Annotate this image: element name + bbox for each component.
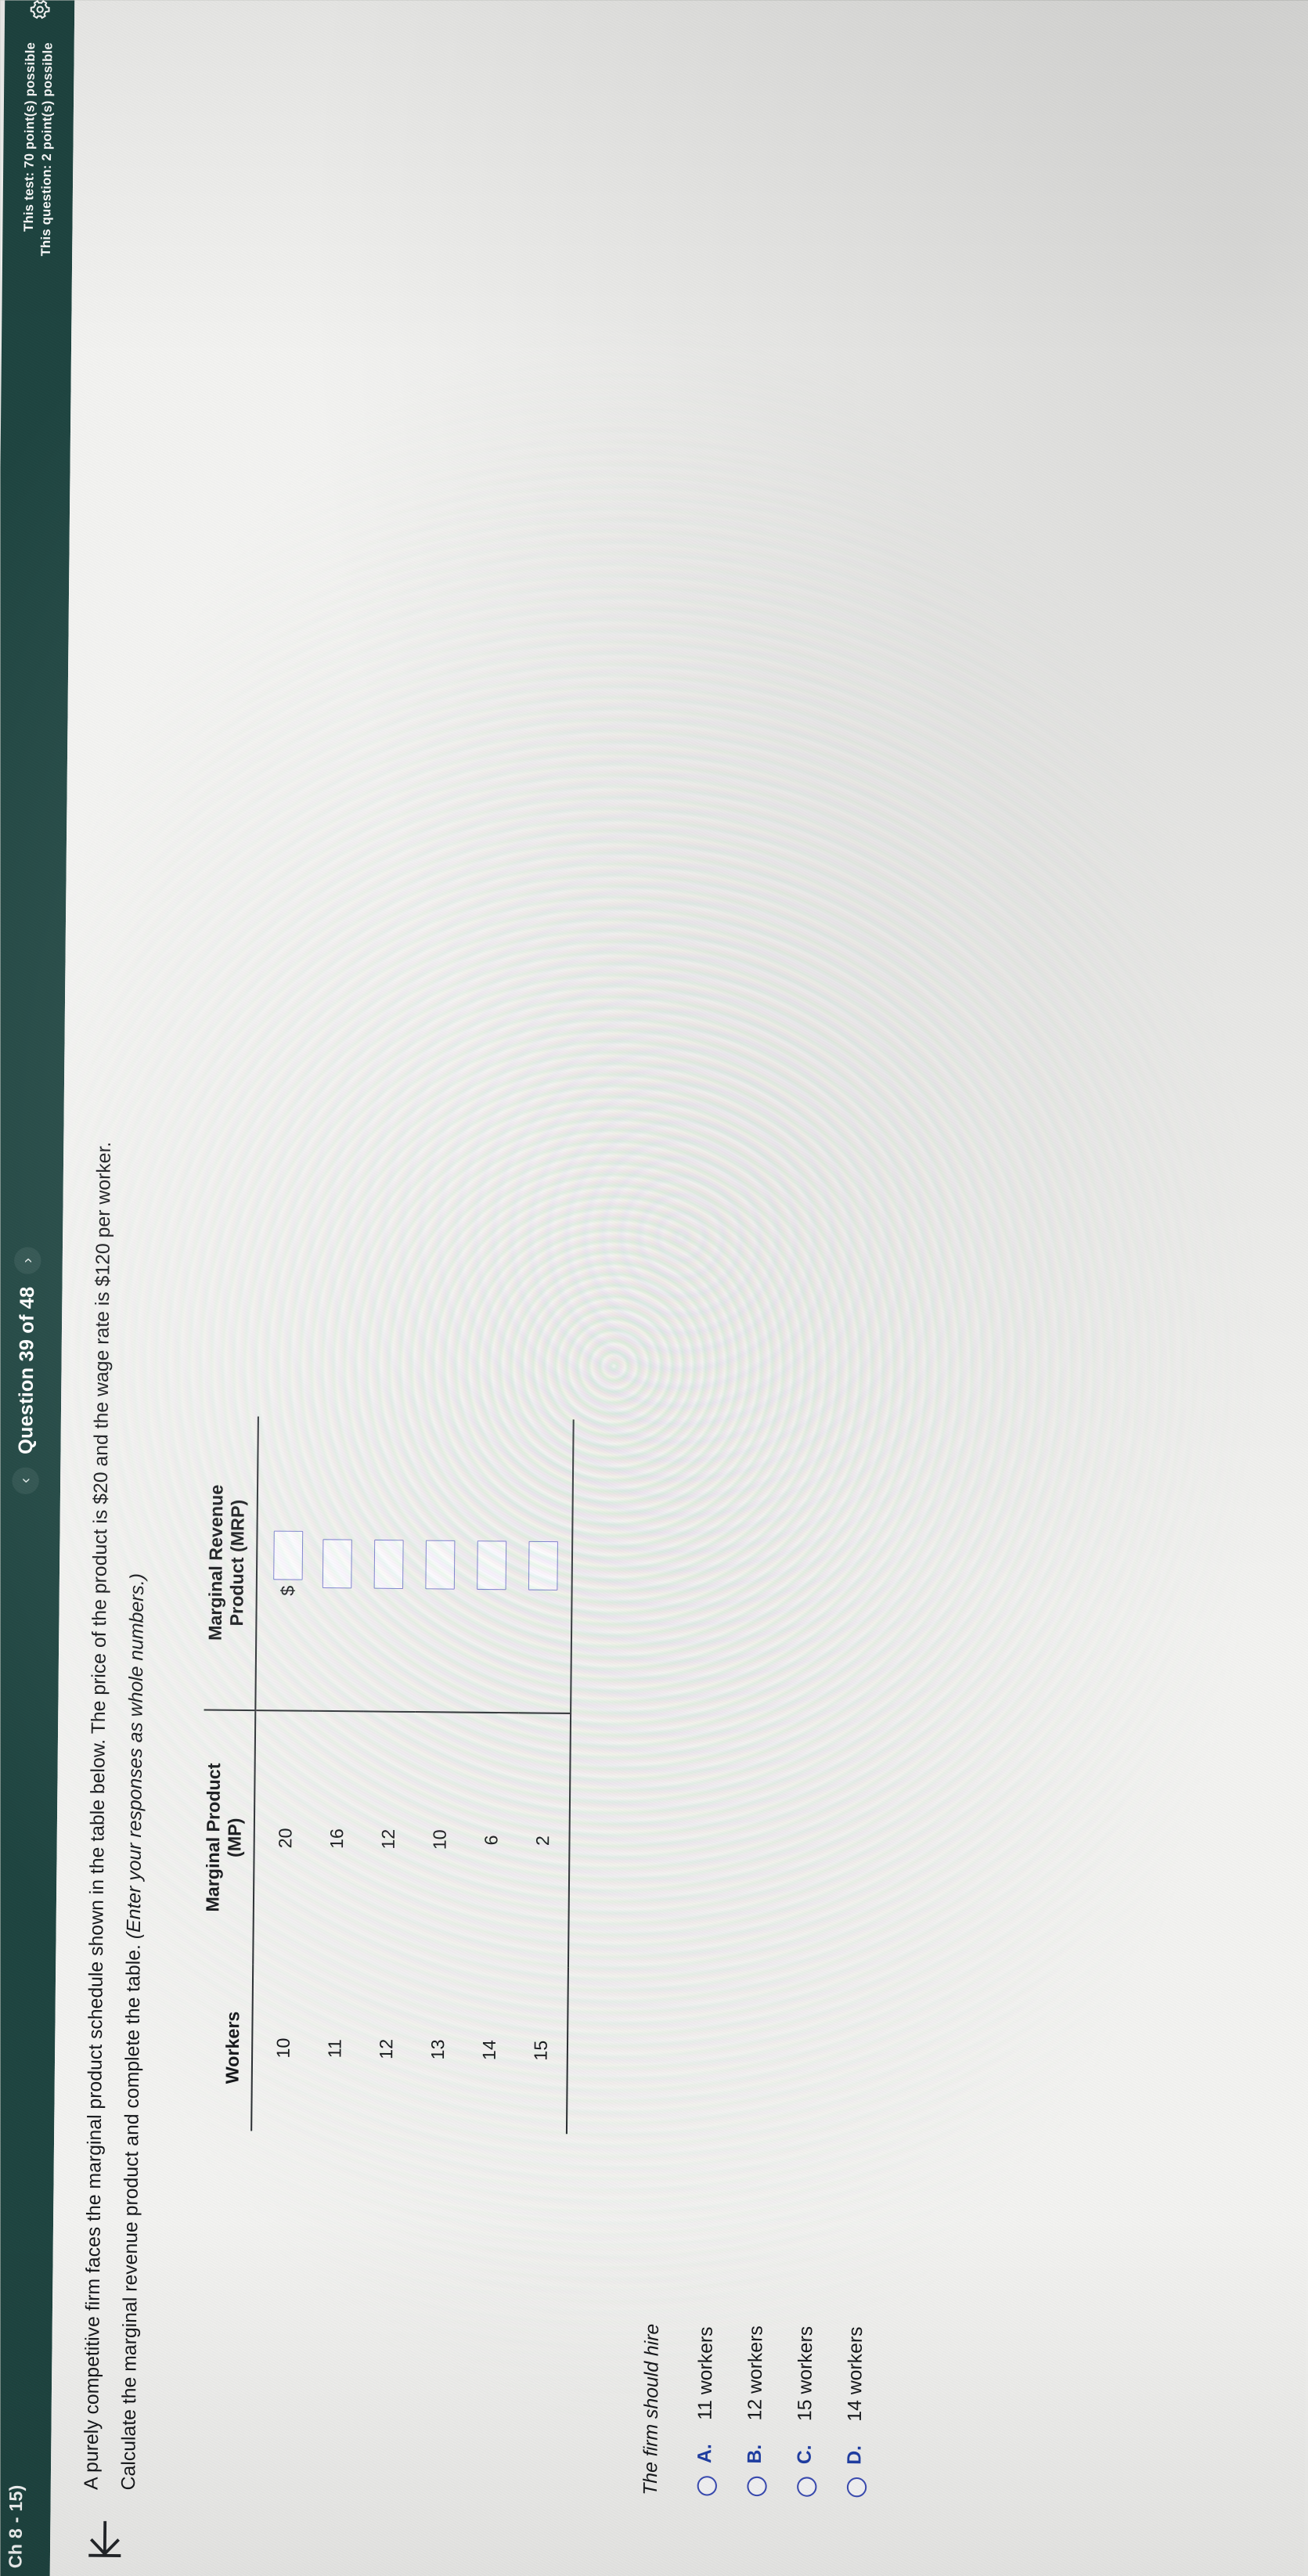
chevron-left-icon[interactable]: ‹ [11,1466,39,1494]
cell-marginal-product: 16 [325,1828,347,1849]
answer-choices: A. 11 workers B. 12 workers C. 15 worker… [694,33,890,2497]
mrp-input[interactable] [322,1538,352,1588]
table-header-row: Workers Marginal Product (MP) Marginal R… [199,1415,258,2131]
test-points: This test: 70 point(s) possible [20,41,38,232]
question-counter: Question 39 of 48 [13,1286,38,1454]
choice-a-text: 11 workers [694,2326,717,2420]
mrp-table: Workers Marginal Product (MP) Marginal R… [199,1415,573,2134]
table-row: 12 12 [359,1417,418,2131]
mrp-input[interactable] [373,1539,403,1589]
choice-c[interactable]: C. 15 workers [793,34,840,2497]
col-header-mp-line2: (MP) [223,1817,245,1857]
points-summary: This test: 70 point(s) possible This que… [20,41,57,256]
question-navigator: ‹ Question 39 of 48 › [2,256,51,2485]
col-header-mrp-line2: Product (MRP) [225,1499,248,1627]
mrp-input[interactable] [476,1540,506,1590]
currency-symbol: $ [276,1585,298,1596]
choice-c-text: 15 workers [794,2326,816,2421]
question-points: This question: 2 point(s) possible [38,41,55,256]
table-row: 13 10 [411,1418,470,2132]
mrp-input[interactable] [528,1540,558,1591]
cell-workers: 14 [477,2039,499,2060]
course-title: Ch 8 - 15) [4,2484,26,2568]
cell-marginal-revenue-product [312,1416,366,1711]
cell-workers: 11 [323,2038,344,2058]
answer-prompt: The firm should hire [639,2323,663,2495]
back-arrow-icon[interactable] [81,2515,128,2561]
choice-b-text: 12 workers [744,2325,766,2421]
cell-workers: 15 [513,1966,568,2134]
table-row: 11 16 [308,1416,366,2131]
question-content: A purely competitive firm faces the marg… [50,0,1308,2501]
col-header-workers: Workers [221,2010,243,2084]
choice-a-letter: A. [694,2443,715,2463]
header-right: This test: 70 point(s) possible This que… [20,0,57,256]
table-row: 14 6 [463,1418,521,2133]
cell-marginal-product: 6 [480,1834,501,1846]
cell-marginal-revenue-product [414,1418,470,1713]
question-sheet: A purely competitive firm faces the marg… [49,0,1308,2576]
question-paragraph-2-plain: Calculate the marginal revenue product a… [117,1938,145,2491]
cell-workers: 13 [426,2038,448,2060]
col-header-marginal-revenue-product: Marginal Revenue Product (MRP) [203,1415,258,1710]
radio-icon[interactable] [796,2476,816,2497]
choice-b-letter: B. [743,2444,766,2464]
table-row: 15 2 [513,1418,573,2134]
gear-icon[interactable] [26,0,53,23]
choice-b[interactable]: B. 12 workers [743,33,790,2496]
radio-icon[interactable] [746,2476,766,2496]
col-header-mp-line1: Marginal Product [201,1762,224,1912]
mrp-table-wrap: Workers Marginal Product (MP) Marginal R… [199,28,587,2134]
radio-icon[interactable] [696,2475,717,2496]
chevron-right-icon[interactable]: › [13,1246,41,1274]
cell-marginal-revenue-product [363,1417,418,1712]
question-paragraph-2-italic: (Enter your responses as whole numbers.) [122,1573,148,1939]
choice-a[interactable]: A. 11 workers [694,33,740,2496]
cell-marginal-revenue-product [466,1418,521,1713]
mrp-input[interactable] [272,1530,303,1580]
table-row: 10 20 $ [250,1416,315,2131]
choice-d-text: 14 workers [843,2326,867,2422]
choice-d[interactable]: D. 14 workers [843,34,890,2497]
col-header-marginal-product: Marginal Product (MP) [200,1710,254,1964]
left-rail [49,2489,1304,2576]
radio-icon[interactable] [845,2477,867,2497]
mrp-input[interactable] [424,1540,455,1590]
cell-workers: 10 [272,2037,294,2059]
cell-marginal-revenue-product [517,1418,573,1713]
table-body: 10 20 $ [250,1416,573,2134]
cell-marginal-revenue-product: $ [254,1416,315,1711]
cell-marginal-product: 20 [274,1827,296,1848]
choice-d-letter: D. [843,2444,865,2465]
cell-workers: 12 [375,2038,396,2059]
col-header-mrp-line1: Marginal Revenue [204,1484,226,1641]
cell-marginal-product: 2 [515,1712,571,1968]
choice-c-letter: C. [793,2444,816,2464]
cell-marginal-product: 10 [428,1828,450,1850]
app-header: Ch 8 - 15) ‹ Question 39 of 48 › This te… [0,0,75,2576]
cell-marginal-product: 12 [377,1828,398,1850]
